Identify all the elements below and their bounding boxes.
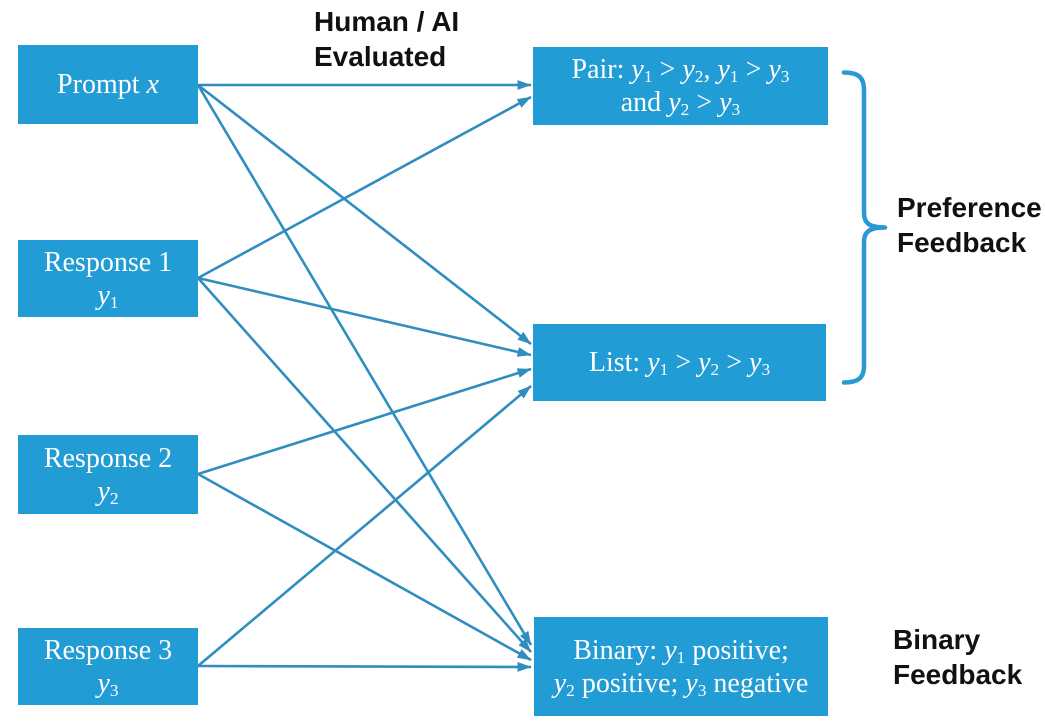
node-pair-line-2: and y2 > y3 (620, 87, 741, 119)
edge-prompt-to-binary (196, 84, 533, 646)
label-binary-feedback: Binary Feedback (893, 622, 1022, 692)
label-binary-line-1: Binary (893, 624, 981, 655)
edge-response3-to-binary (197, 662, 532, 672)
edge-response1-to-list (197, 276, 532, 357)
node-response-3-label: Response 3 (43, 634, 173, 666)
node-binary-line-2: y2 positive; y3 negative (553, 667, 809, 700)
node-response-2-label: Response 2 (43, 442, 173, 474)
label-preference-line-1: Preference (897, 192, 1042, 223)
node-response-3-symbol: y3 (97, 667, 119, 700)
node-response-2-symbol: y2 (97, 475, 119, 508)
label-preference-line-2: Feedback (897, 227, 1027, 258)
edge-response3-to-list (197, 385, 532, 667)
label-human-ai-evaluated: Human / AI Evaluated (314, 4, 459, 74)
edge-response2-to-binary (197, 472, 532, 662)
edge-response1-to-binary (197, 277, 532, 653)
edge-prompt-to-list (197, 83, 532, 346)
preference-brace (841, 70, 888, 385)
node-list-feedback: List: y1 > y2 > y3 (533, 324, 826, 401)
node-prompt: Prompt x (18, 45, 198, 124)
label-preference-feedback: Preference Feedback (897, 190, 1042, 260)
node-response-1-symbol: y1 (97, 279, 119, 312)
node-prompt-label: Prompt x (57, 69, 159, 100)
edge-response2-to-list (197, 367, 532, 476)
node-response-2: Response 2 y2 (18, 435, 198, 514)
label-human-ai-line-1: Human / AI (314, 6, 460, 37)
label-human-ai-line-2: Evaluated (314, 41, 447, 72)
node-response-1-label: Response 1 (43, 246, 173, 278)
node-response-1: Response 1 y1 (18, 240, 198, 317)
node-list-line-1: List: y1 > y2 > y3 (588, 347, 771, 379)
node-binary-line-1: Binary: y1 positive; (573, 634, 789, 667)
node-binary-feedback: Binary: y1 positive; y2 positive; y3 neg… (534, 617, 828, 716)
node-response-3: Response 3 y3 (18, 628, 198, 705)
node-pair-line-1: Pair: y1 > y2, y1 > y3 (571, 54, 790, 86)
edge-response1-to-pair (197, 95, 532, 280)
node-pair-feedback: Pair: y1 > y2, y1 > y3 and y2 > y3 (533, 47, 828, 125)
label-binary-line-2: Feedback (893, 659, 1023, 690)
